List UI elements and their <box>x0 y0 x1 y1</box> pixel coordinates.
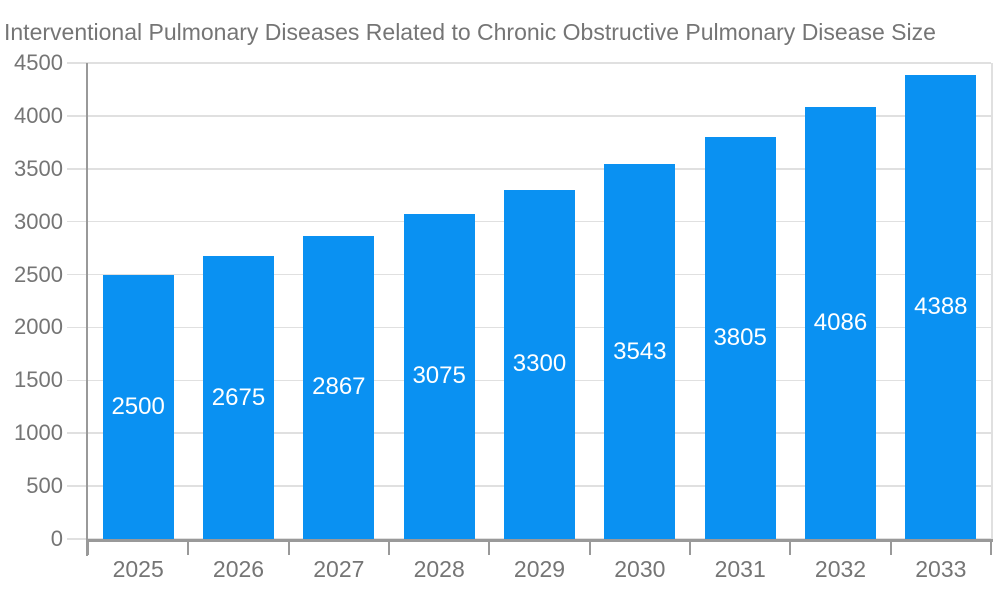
x-tick-mark <box>889 541 892 555</box>
bar-value-label: 2675 <box>211 383 266 411</box>
plot-area: 0 500 1000 1500 2000 2500 3000 3500 4000 4500 2500… <box>14 50 993 582</box>
y-tick-mark <box>67 326 88 329</box>
y-tick-mark <box>67 538 88 540</box>
x-tick-label: 2029 <box>513 556 566 582</box>
x-tick-label: 2030 <box>614 556 666 582</box>
x-tick-label: 2033 <box>915 556 967 582</box>
x-tick-mark <box>388 541 390 555</box>
y-tick-mark <box>67 115 88 117</box>
bar-value-label: 2867 <box>312 373 366 401</box>
y-tick-label: 4500 <box>14 50 63 75</box>
plot-right-border <box>991 63 993 540</box>
gridline <box>88 62 991 64</box>
bar-value-label: 4388 <box>914 292 968 320</box>
y-tick-label: 4000 <box>14 102 63 128</box>
x-tick-label: 2026 <box>212 556 265 582</box>
y-tick-label: 2000 <box>14 314 63 340</box>
y-tick-mark <box>67 432 88 434</box>
bar-value-label: 2500 <box>111 392 165 420</box>
bar: 4086 <box>805 106 876 539</box>
chart-title: Interventional Pulmonary Diseases Relate… <box>4 19 936 45</box>
bar: 3300 <box>504 189 575 539</box>
y-tick-label: 1000 <box>14 420 63 446</box>
y-tick-label: 3000 <box>14 208 63 234</box>
bar: 3543 <box>604 164 676 539</box>
x-axis-line <box>86 539 993 542</box>
bar-value-label: 3805 <box>713 323 767 351</box>
x-tick-label: 2032 <box>814 556 867 582</box>
y-tick-mark <box>67 273 88 276</box>
y-tick-label: 3500 <box>14 155 63 181</box>
x-tick-label: 2028 <box>413 556 465 582</box>
y-tick-label: 1500 <box>14 367 63 393</box>
bar-value-label: 3543 <box>613 337 667 365</box>
gridline <box>88 168 991 170</box>
x-tick-mark <box>588 541 591 555</box>
bar: 2675 <box>203 256 274 539</box>
bar-value-label: 3300 <box>512 350 567 378</box>
y-tick-label: 2500 <box>14 261 63 287</box>
y-tick-label: 500 <box>26 473 63 499</box>
x-tick-mark <box>488 541 491 555</box>
x-tick-mark <box>287 541 290 555</box>
x-tick-label: 2027 <box>313 556 365 582</box>
bar-value-label: 4086 <box>813 308 868 336</box>
x-tick-mark <box>990 541 992 555</box>
bar: 3805 <box>704 136 776 539</box>
y-tick-mark <box>67 220 88 223</box>
bar-value-label: 3075 <box>412 362 466 390</box>
x-tick-mark <box>789 541 792 555</box>
bar: 2500 <box>102 274 174 539</box>
x-tick-mark <box>87 541 89 555</box>
y-tick-mark <box>67 379 88 382</box>
y-axis-line <box>86 63 88 556</box>
bar: 4388 <box>905 74 977 539</box>
x-tick-label: 2031 <box>714 556 766 582</box>
bar: 3075 <box>403 213 475 539</box>
y-tick-mark <box>67 485 88 487</box>
x-tick-mark <box>187 541 190 555</box>
x-tick-label: 2025 <box>112 556 164 582</box>
y-tick-mark <box>67 62 88 64</box>
y-tick-label: 0 <box>50 526 63 551</box>
bar: 2867 <box>303 235 375 539</box>
y-tick-mark <box>67 168 88 170</box>
x-tick-mark <box>689 541 691 555</box>
gridline <box>88 115 991 117</box>
